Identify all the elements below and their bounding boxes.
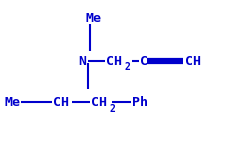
Text: Me: Me <box>85 12 101 25</box>
Text: Me: Me <box>5 97 21 109</box>
Text: CH: CH <box>91 97 107 109</box>
Text: CH: CH <box>185 55 201 68</box>
Text: N: N <box>78 55 86 68</box>
Text: 2: 2 <box>110 104 116 114</box>
Text: C: C <box>140 55 147 68</box>
Text: Ph: Ph <box>132 97 148 109</box>
Text: CH: CH <box>53 97 69 109</box>
Text: CH: CH <box>106 55 122 68</box>
Text: 2: 2 <box>125 62 131 72</box>
